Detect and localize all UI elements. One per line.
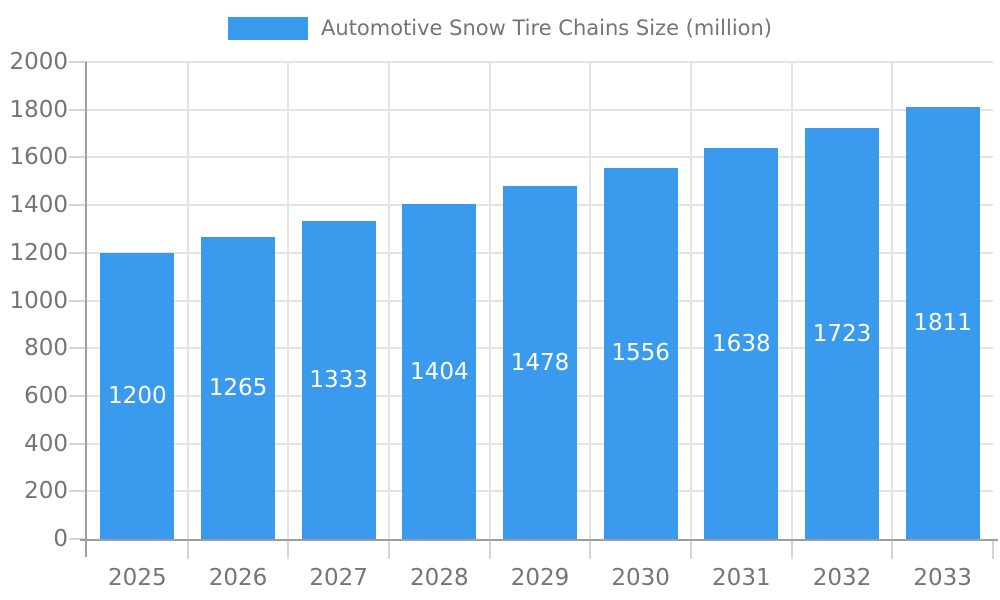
bar [100,252,175,539]
bar-value-label: 1404 [410,358,469,385]
x-gridline [891,62,894,539]
x-axis-tick [589,541,592,559]
y-axis-tick [69,442,87,445]
x-gridline [690,62,692,539]
chart-legend[interactable]: Automotive Snow Tire Chains Size (millio… [0,16,1000,40]
x-axis-tick [891,541,894,559]
bar-value-label: 1556 [611,340,670,367]
x-gridline [388,62,390,539]
y-axis-tick-label: 800 [24,335,68,362]
x-axis-tick-label: 2026 [208,565,268,591]
bar-value-label: 1811 [913,310,972,337]
y-axis-tick-label: 2000 [9,49,68,75]
x-axis-tick-label: 2030 [611,565,670,591]
y-axis-tick-label: 1200 [9,239,68,266]
y-axis-tick-label: 1600 [9,144,68,171]
y-axis-tick [69,394,87,397]
bar [905,107,980,539]
x-axis-tick [287,541,290,559]
bar-value-label: 1638 [712,330,771,357]
bar-value-label: 1200 [108,382,167,409]
x-axis-tick-label: 2028 [410,565,469,591]
x-axis-tick-label: 2033 [913,565,972,591]
x-axis-tick [992,541,994,559]
x-axis-tick [488,541,491,559]
x-axis-tick-label: 2032 [812,565,872,591]
y-axis-tick [69,61,87,63]
bar [301,221,376,539]
y-axis-tick [69,347,87,350]
x-axis-tick-label: 2029 [510,565,570,591]
bar-value-label: 1478 [510,349,570,376]
y-axis-tick [69,251,87,254]
x-gridline [589,62,592,539]
legend-color-swatch [228,16,308,40]
y-axis-tick [69,299,87,302]
bar-value-label: 1723 [812,320,872,347]
x-axis-tick [690,541,692,559]
y-axis-tick-label: 400 [24,430,68,457]
x-axis-tick [790,541,793,559]
y-axis-tick [69,204,87,207]
x-axis-tick-label: 2027 [309,565,368,591]
y-gridline [87,156,993,159]
y-axis-tick-label: 0 [53,526,68,552]
x-axis-tick [186,541,189,559]
bar [402,204,477,539]
bar-value-label: 1333 [309,367,368,394]
y-axis-tick [69,156,87,159]
bar-value-label: 1265 [208,375,268,402]
y-axis-tick-label: 600 [24,382,68,409]
bar [201,237,275,539]
x-axis-tick-label: 2031 [712,565,771,591]
y-axis-tick-label: 1400 [9,192,68,219]
y-axis-tick [69,108,87,111]
y-gridline [87,61,993,63]
y-axis-tick [69,538,87,540]
x-gridline [790,62,793,539]
bar [704,148,779,539]
y-axis-tick [69,490,87,493]
x-axis-tick [388,541,390,559]
x-gridline [287,62,290,539]
legend-label: Automotive Snow Tire Chains Size (millio… [321,16,772,40]
y-gridline [87,108,993,111]
y-axis-line [85,62,87,557]
y-axis-tick-label: 1000 [9,287,68,314]
x-axis-tick-label: 2025 [108,565,167,591]
y-axis-tick-label: 1800 [9,96,68,123]
y-axis-tick-label: 200 [24,478,68,505]
bar [503,186,577,539]
bar [805,128,879,539]
bar [603,167,678,539]
x-gridline [488,62,491,539]
x-axis-line [80,539,998,541]
x-gridline [186,62,189,539]
